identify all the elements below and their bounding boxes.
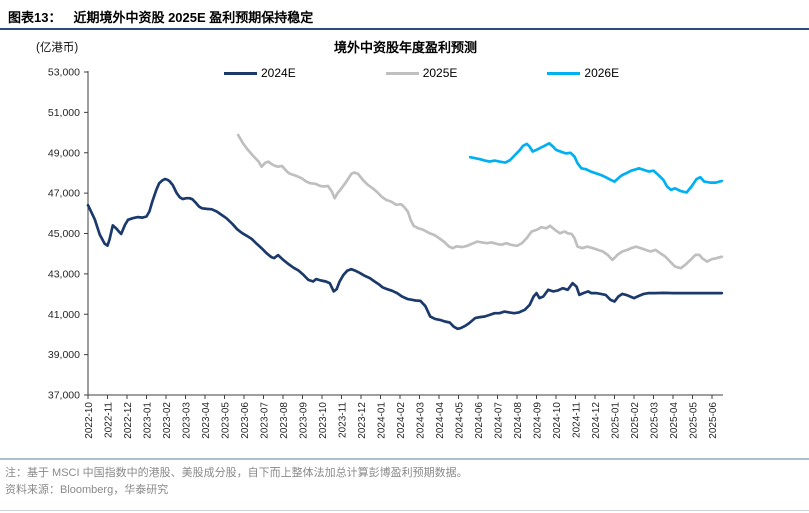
legend-item-2024e: 2024E <box>224 66 296 80</box>
y-tick-label: 41,000 <box>48 309 80 321</box>
x-tick-label: 2023-05 <box>221 402 232 439</box>
x-tick-label: 2024-10 <box>552 402 563 439</box>
bottom-rule <box>0 510 809 511</box>
x-tick-label: 2024-03 <box>416 402 427 439</box>
x-tick-label: 2023-10 <box>318 402 329 439</box>
y-tick-label: 37,000 <box>48 390 80 402</box>
chart-title: 境外中资股年度盈利预测 <box>333 40 477 55</box>
x-tick-label: 2024-07 <box>494 402 505 439</box>
note-text: 注：基于 MSCI 中国指数中的港股、美股成分股，自下而上整体法加总计算彭博盈利… <box>5 467 468 479</box>
y-tick-label: 49,000 <box>48 147 80 159</box>
x-tick-label: 2025-01 <box>611 402 622 439</box>
x-tick-label: 2022-11 <box>104 402 115 438</box>
legend-swatch-2024e <box>224 71 257 75</box>
figure-title: 近期境外中资股 2025E 盈利预期保持稳定 <box>73 10 314 25</box>
footnotes: 注：基于 MSCI 中国指数中的港股、美股成分股，自下而上整体法加总计算彭博盈利… <box>5 465 468 499</box>
x-tick-label: 2023-11 <box>338 402 349 438</box>
x-tick-label: 2024-04 <box>435 402 446 439</box>
x-tick-label: 2024-02 <box>396 402 407 439</box>
legend-item-2025e: 2025E <box>385 66 458 80</box>
y-tick-label: 45,000 <box>48 228 80 240</box>
x-tick-label: 2025-02 <box>630 402 641 439</box>
y-tick-label: 47,000 <box>48 188 80 200</box>
x-tick-label: 2024-12 <box>591 402 602 439</box>
x-tick-label: 2023-03 <box>182 402 193 439</box>
x-tick-label: 2023-12 <box>357 402 368 439</box>
x-tick-label: 2025-05 <box>689 402 700 439</box>
x-tick-label: 2023-02 <box>162 402 173 439</box>
x-tick-label: 2024-11 <box>572 402 583 438</box>
y-tick-label: 39,000 <box>48 349 80 361</box>
x-tick-label: 2025-04 <box>669 402 680 439</box>
y-tick-label: 51,000 <box>48 107 80 119</box>
figure-header: 图表13： 近期境外中资股 2025E 盈利预期保持稳定 <box>8 7 313 26</box>
x-tick-label: 2023-09 <box>299 402 310 439</box>
series-line-2026e <box>468 141 724 194</box>
y-tick-label: 53,000 <box>48 67 80 79</box>
legend-swatch-2026e <box>547 71 581 75</box>
x-tick-label: 2024-09 <box>533 402 544 439</box>
y-tick-label: 43,000 <box>48 268 80 280</box>
x-tick-label: 2025-03 <box>650 402 661 439</box>
x-tick-label: 2023-01 <box>143 402 154 439</box>
x-tick-label: 2024-01 <box>377 402 388 439</box>
series-line-2025e <box>236 133 724 270</box>
chart-legend: 2024E 2025E 2026E <box>224 66 619 80</box>
x-tick-label: 2025-06 <box>708 402 719 439</box>
legend-label-2025e: 2025E <box>422 66 458 80</box>
series-line-2024e <box>86 177 724 331</box>
x-tick-label: 2024-08 <box>513 402 524 439</box>
x-tick-label: 2022-12 <box>123 402 134 439</box>
legend-item-2026e: 2026E <box>547 66 619 80</box>
figure-number: 图表13： <box>8 10 62 25</box>
legend-swatch-2025e <box>385 71 419 75</box>
source-text: 资料来源：Bloomberg，华泰研究 <box>5 484 169 496</box>
x-tick-label: 2022-10 <box>84 402 95 439</box>
legend-label-2026e: 2026E <box>584 66 620 80</box>
x-tick-label: 2024-05 <box>455 402 466 439</box>
x-tick-label: 2023-04 <box>201 402 212 439</box>
x-tick-label: 2023-07 <box>260 402 271 439</box>
y-axis-unit-label: (亿港币) <box>36 42 79 54</box>
title-underline <box>0 28 809 30</box>
legend-label-2024e: 2024E <box>261 66 296 80</box>
x-tick-label: 2023-06 <box>240 402 251 439</box>
x-tick-label: 2023-08 <box>279 402 290 439</box>
x-tick-label: 2024-06 <box>474 402 485 439</box>
footer-separator <box>0 458 809 460</box>
